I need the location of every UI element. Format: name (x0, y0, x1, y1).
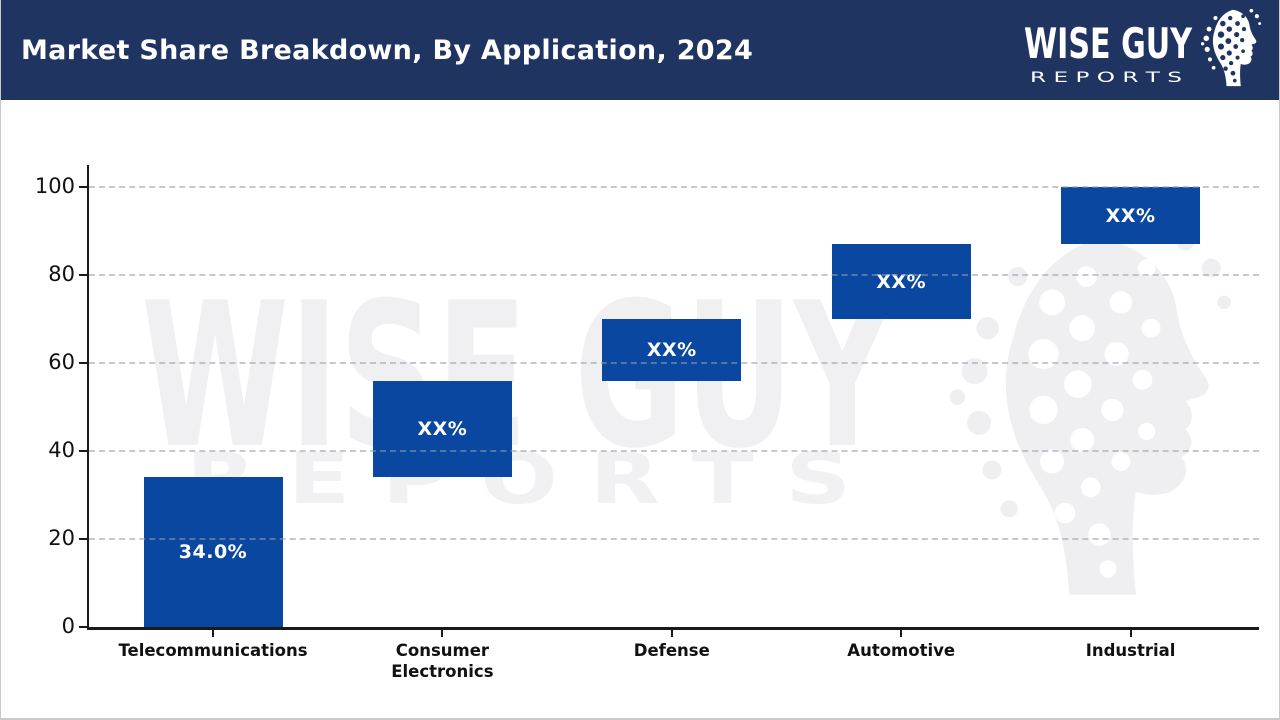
category-label: Automotive (786, 640, 1016, 661)
x-axis-line (87, 627, 1259, 630)
y-tick-label: 100 (34, 174, 75, 198)
x-tick-mark (441, 630, 444, 637)
y-tick-mark (79, 538, 88, 540)
y-tick-mark (79, 626, 88, 628)
y-tick-label: 40 (48, 438, 75, 462)
bar-telecommunications: 34.0% (143, 477, 283, 627)
y-tick-label: 80 (48, 262, 75, 286)
bar-industrial: XX% (1061, 187, 1201, 245)
watermark-head-icon (949, 233, 1231, 595)
y-tick-label: 0 (61, 614, 75, 638)
bar-automotive: XX% (831, 244, 971, 319)
x-tick-mark (900, 630, 903, 637)
logo-text-reports: R E P O R T S (1030, 70, 1182, 86)
category-label-line: Consumer (395, 641, 490, 660)
wiseguy-logo: WISE GUY R E P O R T S (1024, 8, 1262, 87)
bar-value-label: 34.0% (178, 541, 248, 564)
y-tick-mark (79, 450, 88, 452)
gridline-80 (89, 274, 1259, 276)
category-label: Defense (557, 640, 787, 661)
y-axis-line (87, 165, 89, 629)
category-label: Consumer Electronics (327, 640, 557, 682)
category-label-line: Telecommunications (118, 641, 308, 660)
gridline-100 (89, 186, 1259, 188)
y-tick-mark (79, 186, 88, 188)
gridline-20 (89, 538, 1259, 540)
y-tick-mark (79, 274, 88, 276)
watermark-text-wiseguy: WISE GUY (141, 260, 892, 493)
bar-consumer-electronics: XX% (372, 380, 512, 478)
logo-head-icon (1200, 8, 1262, 87)
category-label-line: Defense (633, 641, 710, 660)
x-tick-mark (670, 630, 673, 637)
x-tick-mark (212, 630, 214, 637)
category-label-line: Electronics (391, 662, 494, 681)
bar-value-label: XX% (646, 338, 697, 361)
logo-text-wiseguy: WISE GUY (1024, 19, 1192, 68)
gridline-60 (89, 362, 1259, 364)
bar-value-label: XX% (876, 270, 927, 293)
category-label-line: Industrial (1085, 641, 1176, 660)
gridline-40 (89, 450, 1259, 452)
category-label: Telecommunications (98, 640, 328, 661)
header-bar: Market Share Breakdown, By Application, … (1, 0, 1279, 100)
bar-value-label: XX% (1105, 204, 1156, 227)
y-tick-label: 60 (48, 350, 75, 374)
bar-value-label: XX% (417, 417, 468, 440)
category-label: Industrial (1016, 640, 1246, 661)
bar-defense: XX% (602, 319, 742, 381)
y-tick-mark (79, 362, 88, 364)
x-tick-mark (1129, 630, 1132, 637)
y-tick-label: 20 (48, 526, 75, 550)
category-label-line: Automotive (847, 641, 956, 660)
page-title: Market Share Breakdown, By Application, … (21, 34, 754, 66)
